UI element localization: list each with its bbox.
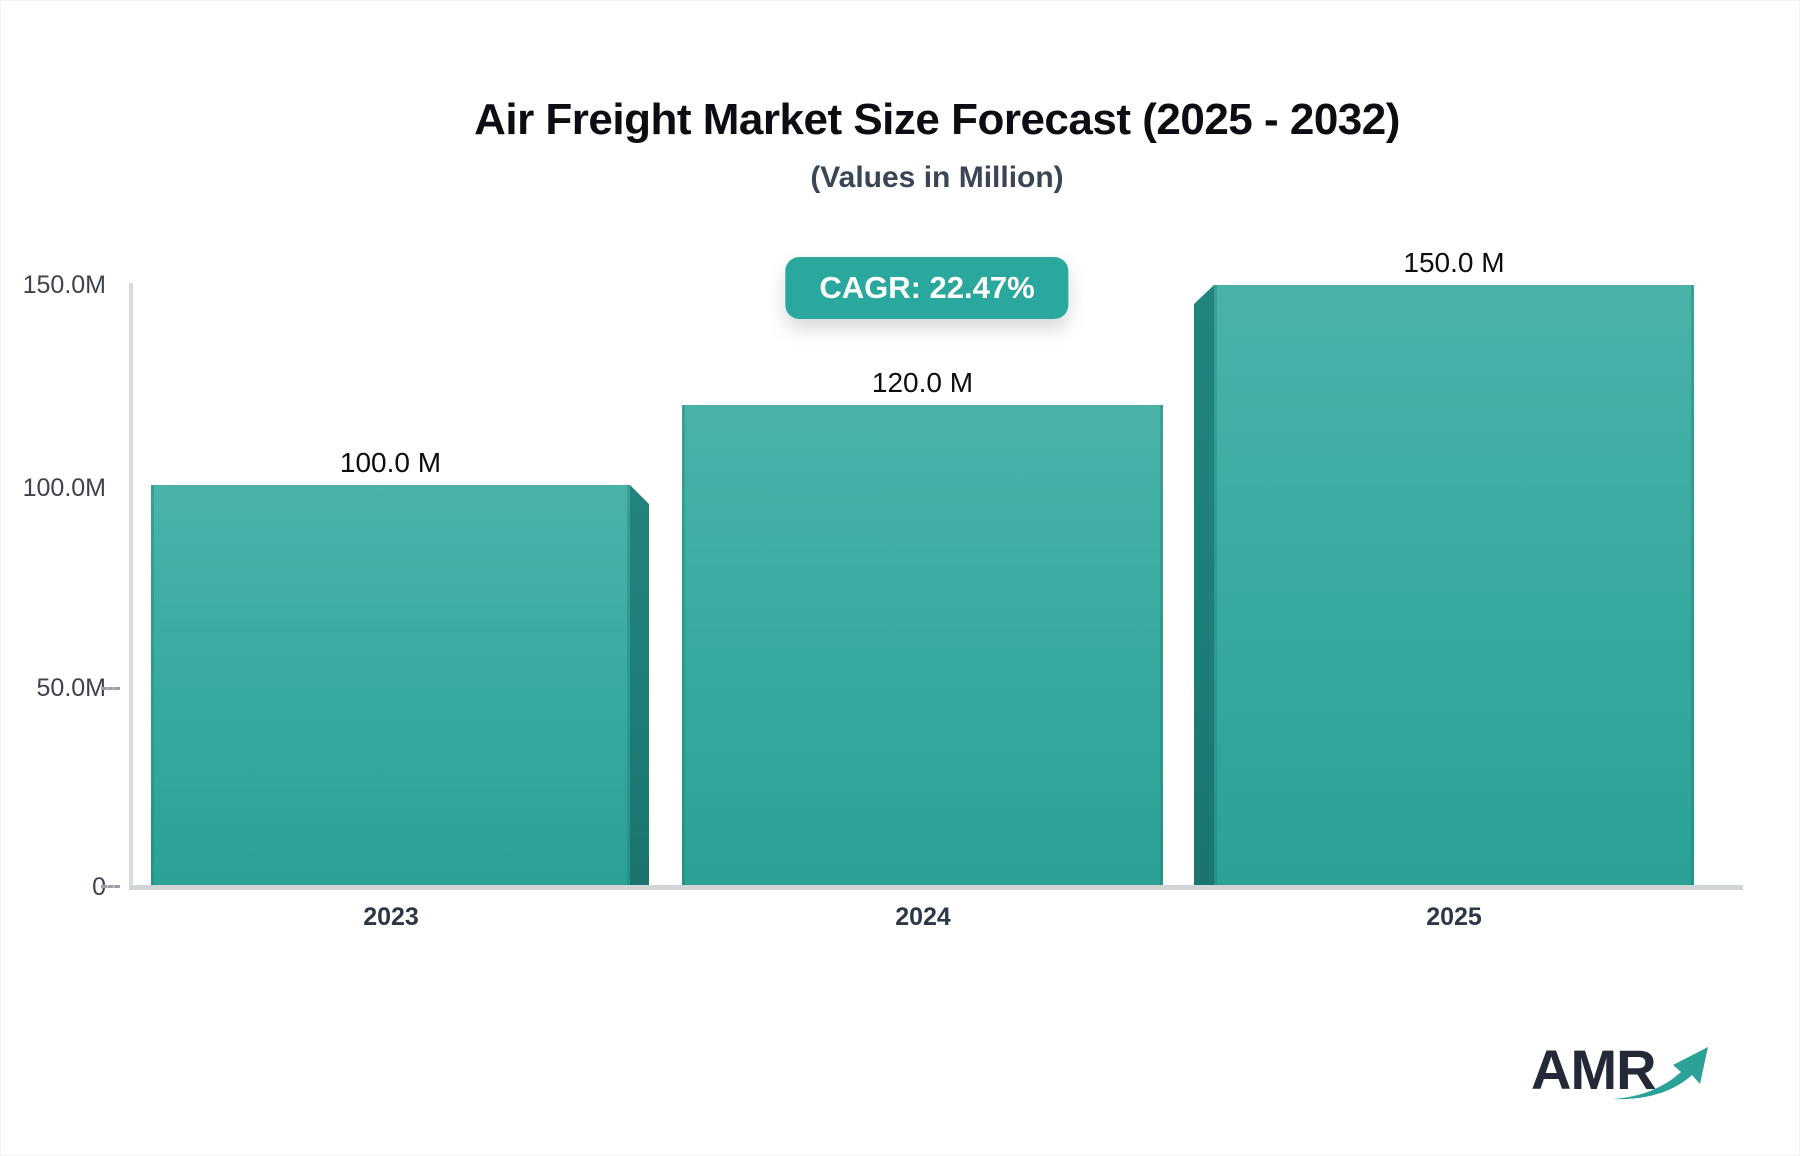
bar-2025: 150.0 M (1194, 247, 1694, 885)
y-axis-line (129, 283, 133, 887)
brand-logo: AMR (1531, 1037, 1721, 1107)
bar-face-2025 (1214, 285, 1694, 885)
y-tick-dash-50 (101, 687, 120, 690)
x-category-2023: 2023 (363, 903, 419, 931)
x-axis-line (129, 885, 1743, 890)
x-category-2024: 2024 (895, 903, 951, 931)
bar-side-shadow-2023 (630, 485, 649, 885)
bar-value-label-2025: 150.0 M (1403, 247, 1505, 278)
logo-arrow-icon (1613, 1047, 1708, 1100)
chart-title: Air Freight Market Size Forecast (2025 -… (474, 95, 1400, 144)
y-tick-label-50: 50.0M (36, 674, 106, 702)
y-tick-dash-0 (101, 885, 120, 888)
x-category-2025: 2025 (1426, 903, 1482, 931)
bar-face-2024 (682, 405, 1163, 885)
cagr-badge: CAGR: 22.47% (785, 257, 1069, 319)
bar-2023: 100.0 M (151, 447, 649, 885)
bar-2024: 120.0 M (682, 367, 1163, 885)
y-tick-label-150: 150.0M (22, 271, 106, 299)
y-tick-label-0: 0 (92, 873, 106, 901)
bar-side-shadow-2025 (1194, 285, 1214, 885)
bar-face-2023 (151, 485, 630, 885)
chart-subtitle: (Values in Million) (810, 161, 1064, 194)
brand-logo-text: AMR (1531, 1038, 1657, 1101)
bar-value-label-2024: 120.0 M (871, 367, 974, 398)
y-tick-label-100: 100.0M (22, 474, 106, 502)
bar-value-label-2023: 100.0 M (339, 447, 442, 478)
